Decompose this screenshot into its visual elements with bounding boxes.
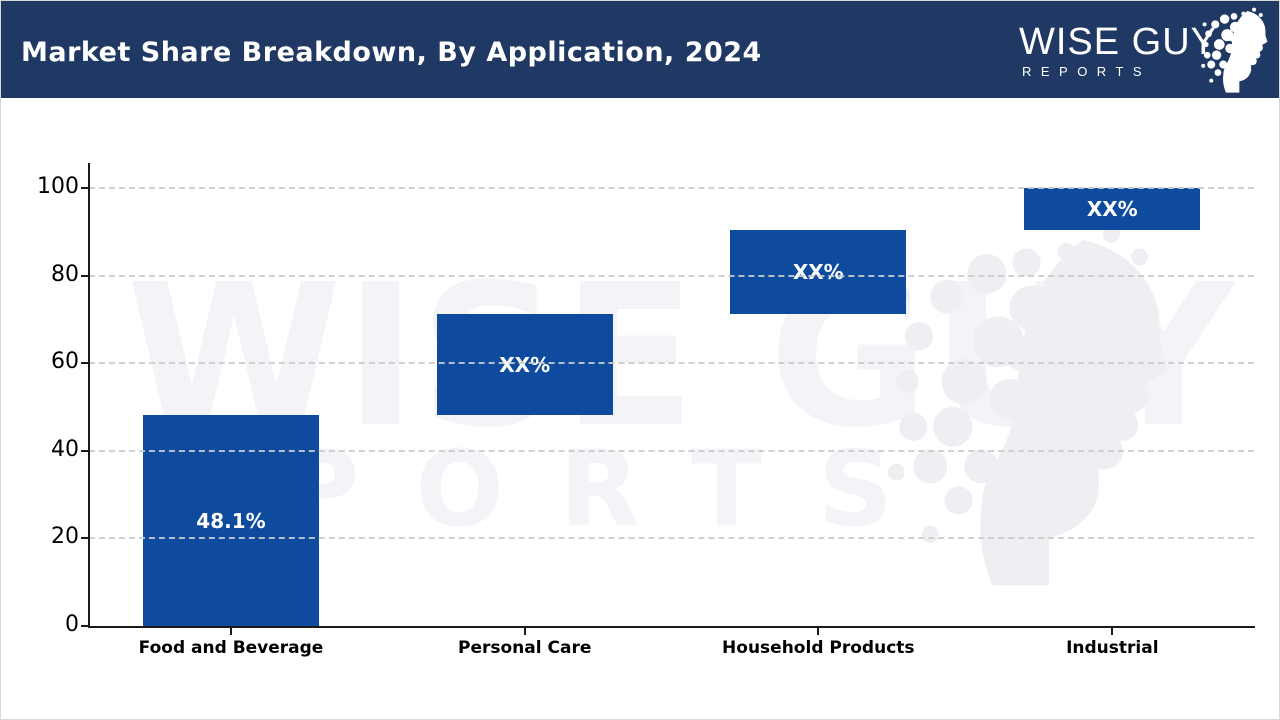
- bar-segment: XX%: [1024, 188, 1201, 231]
- gridline: [89, 362, 1254, 365]
- gridline: [89, 187, 1254, 189]
- logo-text: WISE GUY REPORTS: [1018, 21, 1217, 79]
- x-tick-mark: [523, 628, 526, 635]
- bar-segment: XX%: [730, 230, 907, 315]
- face-logo-icon: [1199, 7, 1273, 94]
- watermark-subtext: PORTS: [283, 428, 949, 550]
- x-axis-tick-label: Household Products: [722, 638, 915, 658]
- x-axis-tick-label: Food and Beverage: [138, 638, 324, 658]
- gridline: [89, 274, 1254, 277]
- bar-value-label: 48.1%: [196, 508, 266, 533]
- y-tick-mark: [81, 449, 89, 452]
- bar-segment: 48.1%: [143, 415, 319, 626]
- y-axis-line: [88, 163, 90, 628]
- bar-value-label: XX%: [792, 260, 844, 285]
- chart-title: Market Share Breakdown, By Application, …: [21, 37, 762, 68]
- y-tick-mark: [81, 362, 89, 365]
- bar-value-label: XX%: [1086, 197, 1138, 222]
- x-tick-mark: [1111, 628, 1114, 635]
- wise-guy-logo: WISE GUY REPORTS: [1019, 7, 1273, 94]
- y-axis-tick-label: 20: [51, 524, 79, 550]
- y-axis-tick-label: 60: [51, 349, 79, 375]
- header-bar: Market Share Breakdown, By Application, …: [1, 1, 1279, 98]
- x-tick-mark: [230, 628, 232, 635]
- y-axis-tick-label: 100: [37, 174, 79, 199]
- x-tick-mark: [817, 628, 820, 635]
- logo-wordmark: WISE GUY: [1018, 21, 1217, 64]
- y-tick-mark: [81, 274, 89, 277]
- gridline: [89, 537, 1254, 540]
- y-tick-mark: [81, 187, 89, 189]
- y-axis-tick-label: 0: [65, 612, 79, 637]
- logo-subtext: REPORTS: [1021, 63, 1152, 79]
- x-axis-tick-label: Personal Care: [458, 638, 592, 658]
- x-axis-line: [88, 626, 1255, 628]
- bar-segment: XX%: [436, 314, 613, 416]
- y-tick-mark: [81, 537, 89, 540]
- gridline: [89, 449, 1254, 452]
- bar-value-label: XX%: [499, 352, 551, 377]
- y-tick-mark: [81, 625, 89, 627]
- watermark-face-icon: [879, 223, 1191, 591]
- y-axis-tick-label: 80: [51, 261, 79, 287]
- x-axis-tick-label: Industrial: [1066, 638, 1159, 658]
- y-axis-tick-label: 40: [51, 436, 79, 462]
